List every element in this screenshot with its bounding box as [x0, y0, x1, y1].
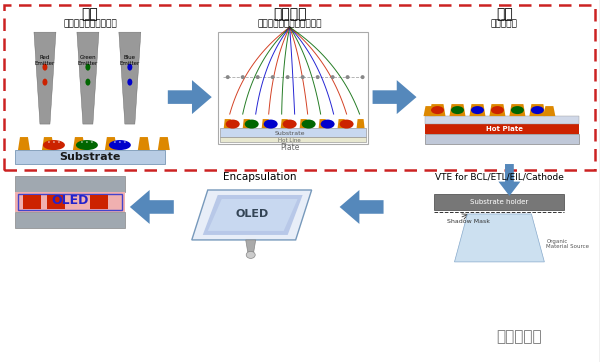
Ellipse shape [331, 75, 335, 79]
Polygon shape [168, 80, 212, 114]
Ellipse shape [241, 75, 245, 79]
Polygon shape [424, 106, 436, 116]
Text: 打印: 打印 [82, 7, 98, 21]
Ellipse shape [76, 140, 98, 150]
Ellipse shape [85, 64, 91, 71]
Text: Substrate holder: Substrate holder [470, 199, 529, 205]
Ellipse shape [316, 75, 320, 79]
Ellipse shape [85, 79, 91, 85]
Polygon shape [224, 119, 232, 128]
Ellipse shape [431, 106, 444, 114]
FancyBboxPatch shape [15, 212, 125, 228]
FancyBboxPatch shape [218, 32, 368, 144]
FancyBboxPatch shape [15, 192, 125, 212]
Ellipse shape [302, 119, 316, 129]
Polygon shape [73, 137, 85, 150]
FancyBboxPatch shape [47, 195, 65, 209]
Polygon shape [430, 104, 445, 116]
FancyBboxPatch shape [15, 176, 125, 192]
Ellipse shape [58, 141, 60, 143]
Ellipse shape [81, 141, 83, 143]
Ellipse shape [286, 75, 290, 79]
Ellipse shape [471, 106, 484, 114]
Ellipse shape [256, 75, 260, 79]
FancyBboxPatch shape [90, 195, 108, 209]
Text: Hot Plate: Hot Plate [486, 126, 523, 132]
Text: Organic
Material Source: Organic Material Source [547, 239, 589, 249]
Ellipse shape [43, 64, 47, 71]
Polygon shape [319, 119, 326, 128]
Ellipse shape [263, 119, 278, 129]
Polygon shape [203, 195, 302, 235]
Polygon shape [105, 137, 117, 150]
Ellipse shape [451, 106, 464, 114]
FancyBboxPatch shape [425, 124, 580, 134]
Text: Blue
Emitter: Blue Emitter [120, 55, 140, 66]
Polygon shape [356, 119, 365, 128]
FancyBboxPatch shape [15, 150, 165, 164]
Text: Encapsulation: Encapsulation [223, 172, 296, 182]
Ellipse shape [53, 141, 55, 143]
Ellipse shape [226, 75, 230, 79]
Polygon shape [130, 190, 174, 224]
Polygon shape [246, 240, 256, 252]
Text: OLED: OLED [51, 194, 89, 207]
Polygon shape [42, 137, 54, 150]
Ellipse shape [127, 64, 133, 71]
Text: Green
Emitter: Green Emitter [78, 55, 98, 66]
Polygon shape [529, 104, 545, 116]
Text: 真空干燥: 真空干燥 [273, 7, 307, 21]
Text: （均匀性）: （均匀性） [491, 19, 518, 28]
Text: Hot Line: Hot Line [278, 138, 301, 143]
Ellipse shape [511, 106, 524, 114]
Text: Shadow Mask: Shadow Mask [448, 219, 490, 224]
Polygon shape [340, 190, 383, 224]
Text: 小乔手游网: 小乔手游网 [497, 329, 542, 344]
Polygon shape [208, 199, 298, 231]
Polygon shape [119, 32, 141, 124]
Polygon shape [454, 214, 544, 262]
Text: VTE for BCL/ETL/EIL/Cathode: VTE for BCL/ETL/EIL/Cathode [435, 172, 564, 181]
Ellipse shape [301, 75, 305, 79]
Ellipse shape [340, 119, 353, 129]
FancyBboxPatch shape [220, 137, 365, 142]
Text: OLED: OLED [235, 209, 268, 219]
Text: Substrate: Substrate [59, 152, 121, 162]
Polygon shape [469, 104, 485, 116]
Polygon shape [262, 119, 269, 128]
Polygon shape [509, 104, 526, 116]
Ellipse shape [43, 79, 47, 85]
Ellipse shape [491, 106, 504, 114]
Text: （高精度、高均匀性）: （高精度、高均匀性） [63, 19, 117, 28]
Ellipse shape [361, 75, 365, 79]
Ellipse shape [531, 106, 544, 114]
Ellipse shape [86, 141, 88, 143]
Polygon shape [499, 164, 520, 196]
Polygon shape [490, 104, 505, 116]
FancyBboxPatch shape [4, 5, 595, 170]
Polygon shape [373, 80, 416, 114]
Polygon shape [299, 119, 308, 128]
Ellipse shape [127, 79, 133, 85]
FancyBboxPatch shape [425, 116, 580, 124]
Polygon shape [544, 106, 556, 116]
Ellipse shape [346, 75, 350, 79]
Polygon shape [449, 104, 466, 116]
Polygon shape [77, 32, 99, 124]
Ellipse shape [271, 75, 275, 79]
Ellipse shape [109, 140, 131, 150]
FancyBboxPatch shape [23, 195, 41, 209]
Text: （客制化制程、气流均匀）: （客制化制程、气流均匀） [257, 19, 322, 28]
Polygon shape [192, 190, 311, 240]
Text: Substrate: Substrate [274, 131, 305, 135]
Ellipse shape [48, 141, 50, 143]
Polygon shape [138, 137, 150, 150]
FancyBboxPatch shape [425, 134, 580, 144]
Text: Red
Emitter: Red Emitter [35, 55, 55, 66]
Ellipse shape [124, 141, 126, 143]
Text: Plate: Plate [280, 143, 299, 152]
Ellipse shape [320, 119, 335, 129]
Ellipse shape [91, 141, 93, 143]
Polygon shape [18, 137, 30, 150]
